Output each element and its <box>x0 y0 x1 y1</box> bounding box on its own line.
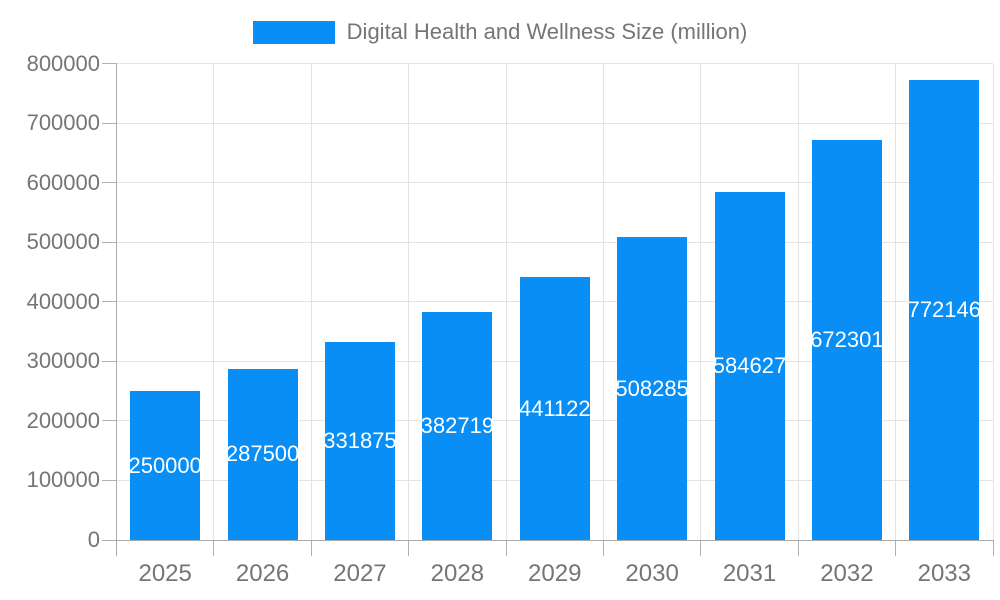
y-tick-label: 700000 <box>26 110 100 136</box>
legend[interactable]: Digital Health and Wellness Size (millio… <box>0 19 1000 45</box>
gridline-horizontal <box>116 63 993 64</box>
gridline-vertical <box>895 63 897 540</box>
bar <box>324 342 395 540</box>
gridline-horizontal <box>116 182 993 184</box>
gridline-vertical <box>505 63 507 540</box>
x-axis-tick <box>700 540 702 556</box>
gridline-vertical <box>213 63 215 540</box>
x-tick-label: 2031 <box>722 560 777 587</box>
y-axis-tick <box>102 63 117 64</box>
x-axis-line <box>102 539 993 541</box>
y-tick-label: 100000 <box>26 467 100 493</box>
x-axis-tick <box>895 540 897 556</box>
y-tick-label: 500000 <box>26 229 100 255</box>
bar-value-label: 672301 <box>810 326 884 352</box>
x-axis-tick <box>213 540 215 556</box>
x-tick-label: 2033 <box>917 560 971 587</box>
x-tick-label: 2026 <box>235 560 290 587</box>
bar <box>909 80 980 540</box>
legend-label: Digital Health and Wellness Size (millio… <box>346 19 748 44</box>
y-axis-tick <box>102 420 117 422</box>
x-axis-tick <box>408 540 410 556</box>
bar-value-label: 331875 <box>323 428 397 454</box>
gridline-vertical <box>700 63 702 540</box>
legend-swatch-icon <box>252 20 335 44</box>
bar-value-label: 287500 <box>225 441 300 467</box>
y-tick-label: 200000 <box>26 407 100 433</box>
bar <box>519 277 590 540</box>
gridline-vertical <box>602 63 604 540</box>
x-axis-tick <box>310 540 312 556</box>
y-axis-tick <box>102 122 117 124</box>
x-tick-label: 2025 <box>138 560 192 587</box>
y-axis-tick <box>102 360 117 362</box>
y-tick-label: 600000 <box>26 169 100 195</box>
bar <box>811 139 882 540</box>
bar-value-label: 382719 <box>420 413 495 439</box>
y-axis-tick <box>102 241 117 243</box>
x-tick-label: 2027 <box>333 560 387 587</box>
gridline-vertical <box>992 63 994 540</box>
y-tick-label: 0 <box>87 527 100 552</box>
bar <box>422 312 493 540</box>
gridline-horizontal <box>116 122 993 124</box>
bar <box>130 391 201 540</box>
y-axis-tick <box>102 479 117 481</box>
y-axis-tick <box>102 182 117 184</box>
x-axis-tick <box>602 540 604 556</box>
bar-value-label: 508285 <box>615 375 689 401</box>
y-tick-label: 300000 <box>26 348 100 374</box>
x-axis-tick <box>505 540 507 556</box>
bar-value-label: 441122 <box>518 395 591 421</box>
y-axis-tick <box>102 301 117 303</box>
gridline-vertical <box>408 63 410 540</box>
y-tick-label: 400000 <box>26 288 100 314</box>
x-tick-label: 2029 <box>528 560 582 587</box>
y-axis-line <box>116 63 117 556</box>
gridline-vertical <box>797 63 799 540</box>
x-tick-label: 2030 <box>625 560 679 587</box>
gridline-horizontal <box>116 241 993 243</box>
x-tick-label: 2028 <box>430 560 485 587</box>
x-axis-tick <box>797 540 799 556</box>
x-tick-label: 2032 <box>820 560 874 587</box>
bar-value-label: 584627 <box>712 352 787 378</box>
bar <box>714 191 785 540</box>
bar <box>227 368 298 540</box>
bar-value-label: 772146 <box>907 297 981 323</box>
y-tick-label: 800000 <box>26 50 100 76</box>
x-axis-tick <box>992 540 994 556</box>
bar-value-label: 250000 <box>128 452 202 478</box>
gridline-vertical <box>310 63 312 540</box>
bar <box>617 237 688 540</box>
